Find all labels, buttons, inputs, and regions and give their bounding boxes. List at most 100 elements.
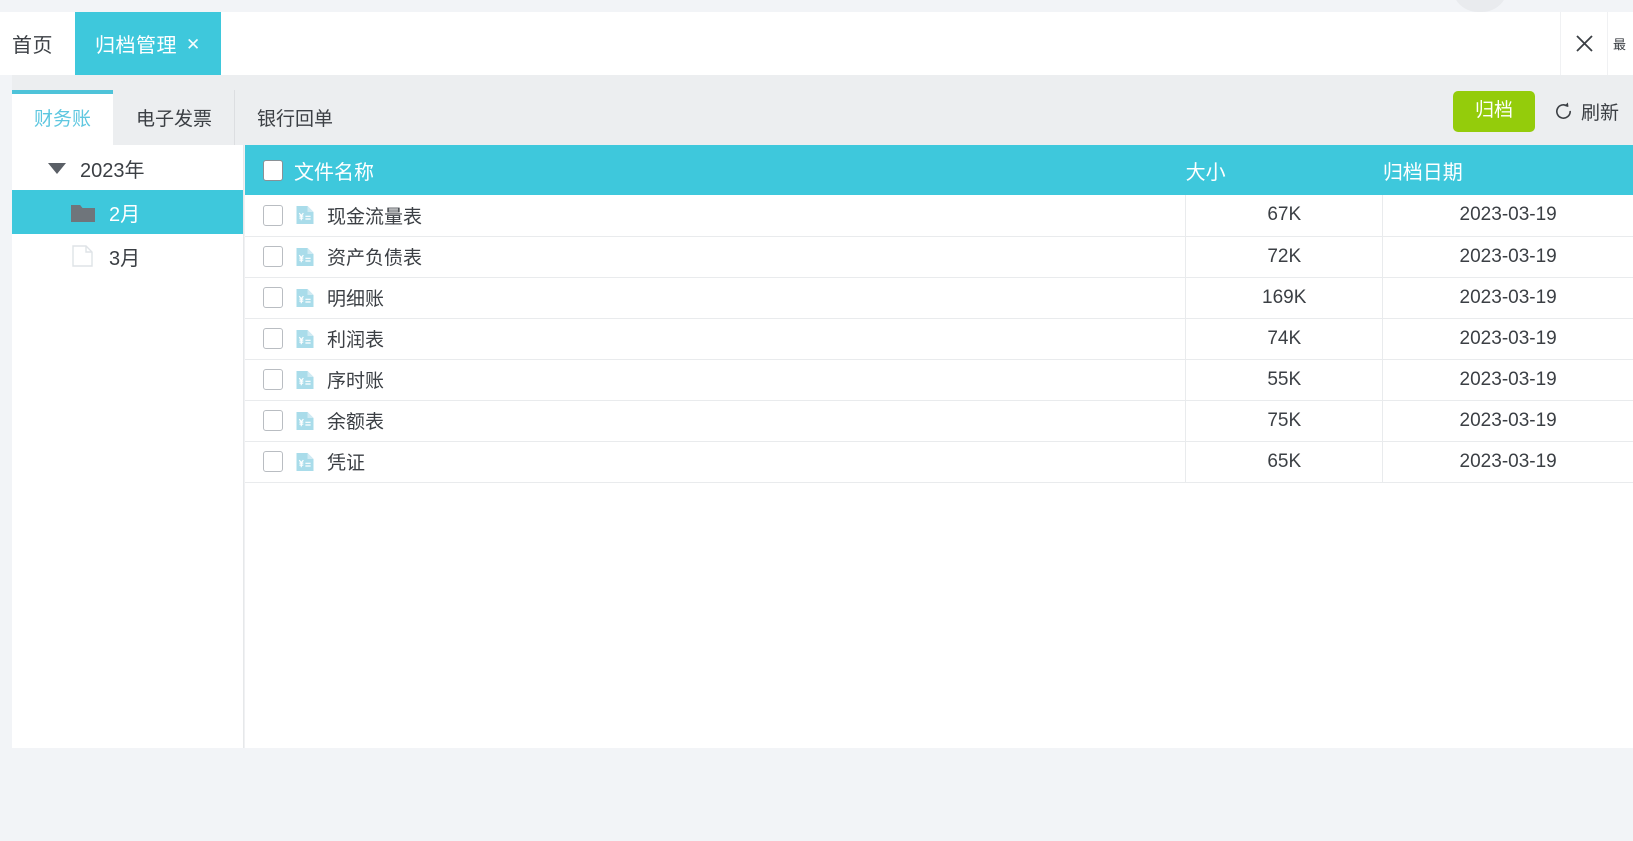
table-row[interactable]: 序时账 55K 2023-03-19 — [245, 359, 1633, 401]
filename-label: 现金流量表 — [327, 206, 423, 228]
date-label: 2023-03-19 — [1459, 409, 1557, 431]
table-row[interactable]: 利润表 74K 2023-03-19 — [245, 318, 1633, 360]
tree-node-year-2023-label: 2023年 — [80, 159, 145, 182]
file-table-body: 现金流量表 67K 2023-03-19 资产负债表 72K 2023-03-19 明细账 1… — [245, 195, 1633, 483]
titlebar-notch — [1452, 0, 1508, 12]
tree-node-month-march-label: 3月 — [109, 247, 141, 270]
tab-e-invoice[interactable]: 电子发票 — [114, 90, 236, 145]
cell-size: 169K — [1185, 277, 1383, 319]
close-icon[interactable]: ✕ — [186, 35, 201, 54]
table-header-row: 文件名称 大小 归档日期 — [245, 145, 1633, 195]
file-table-container: 文件名称 大小 归档日期 现金流量表 67K 2023-03-19 资产负债表 72K 2… — [244, 145, 1633, 823]
cell-date: 2023-03-19 — [1382, 195, 1633, 237]
row-checkbox[interactable] — [263, 246, 283, 267]
yuan-doc-icon — [296, 288, 314, 307]
size-label: 72K — [1267, 245, 1302, 267]
tree-node-year-2023[interactable]: 2023年 — [12, 146, 243, 190]
tab-archive-management[interactable]: 归档管理 ✕ — [75, 12, 221, 75]
cell-size: 55K — [1185, 359, 1383, 401]
file-icon — [72, 245, 93, 267]
archive-button[interactable]: 归档 — [1452, 91, 1535, 132]
tab-financial-books[interactable]: 财务账 — [12, 90, 115, 145]
cell-size: 74K — [1185, 318, 1383, 360]
cell-size: 72K — [1185, 236, 1383, 278]
column-header-size-label: 大小 — [1185, 161, 1226, 184]
tab-strip-spacer — [221, 12, 1560, 75]
yuan-doc-icon — [296, 329, 314, 348]
table-row[interactable]: 凭证 65K 2023-03-19 — [245, 441, 1633, 483]
cell-filename[interactable]: 凭证 — [245, 441, 1186, 483]
table-row[interactable]: 余额表 75K 2023-03-19 — [245, 400, 1633, 442]
cell-date: 2023-03-19 — [1382, 359, 1633, 401]
column-header-size[interactable]: 大小 — [1185, 145, 1383, 195]
yuan-doc-icon — [296, 206, 314, 225]
table-row[interactable]: 资产负债表 72K 2023-03-19 — [245, 236, 1633, 278]
filename-label: 明细账 — [327, 289, 385, 310]
size-label: 67K — [1267, 204, 1302, 226]
tree-node-month-february[interactable]: 2月 — [12, 190, 243, 234]
tab-home[interactable]: 首页 — [0, 12, 75, 75]
tab-e-invoice-label: 电子发票 — [136, 109, 213, 130]
date-label: 2023-03-19 — [1459, 368, 1557, 390]
size-label: 74K — [1267, 327, 1302, 349]
column-header-date-label: 归档日期 — [1382, 161, 1463, 184]
row-checkbox[interactable] — [263, 328, 283, 349]
file-table: 文件名称 大小 归档日期 现金流量表 67K 2023-03-19 资产负债表 72K 2… — [245, 145, 1633, 483]
window-close-button[interactable] — [1560, 12, 1607, 75]
window-extra-label: 最 — [1613, 37, 1627, 52]
date-label: 2023-03-19 — [1459, 327, 1557, 349]
window-extra-button[interactable]: 最 — [1607, 12, 1633, 75]
yuan-doc-icon — [296, 452, 314, 471]
yuan-doc-icon — [296, 411, 314, 430]
yuan-doc-icon — [296, 370, 314, 389]
row-checkbox[interactable] — [263, 287, 283, 308]
yuan-doc-icon — [296, 247, 314, 266]
tab-bank-receipt[interactable]: 银行回单 — [235, 90, 355, 145]
row-checkbox[interactable] — [263, 451, 283, 472]
date-label: 2023-03-19 — [1459, 204, 1557, 226]
table-row[interactable]: 明细账 169K 2023-03-19 — [245, 277, 1633, 319]
row-checkbox[interactable] — [263, 410, 283, 431]
date-label: 2023-03-19 — [1459, 450, 1557, 472]
toolbar: 归档 刷新 — [1452, 91, 1625, 132]
module-tab-bar: 财务账 电子发票 银行回单 归档 刷新 — [12, 75, 1633, 145]
cell-date: 2023-03-19 — [1382, 441, 1633, 483]
tab-home-label: 首页 — [12, 35, 53, 57]
tab-archive-management-label: 归档管理 — [95, 35, 177, 57]
tab-financial-books-label: 财务账 — [34, 109, 92, 130]
cell-size: 67K — [1185, 195, 1383, 237]
page-footer-area — [0, 748, 1633, 841]
tab-strip: 首页 归档管理 ✕ 最 — [0, 12, 1633, 75]
table-row[interactable]: 现金流量表 67K 2023-03-19 — [245, 195, 1633, 237]
cell-filename[interactable]: 余额表 — [245, 400, 1186, 442]
date-label: 2023-03-19 — [1459, 286, 1557, 308]
close-icon — [1575, 35, 1593, 52]
file-table-header: 文件名称 大小 归档日期 — [245, 145, 1633, 195]
tab-bank-receipt-label: 银行回单 — [257, 109, 334, 130]
cell-filename[interactable]: 明细账 — [245, 277, 1186, 319]
workspace: 财务账 电子发票 银行回单 归档 刷新 — [0, 75, 1633, 841]
cell-filename[interactable]: 利润表 — [245, 318, 1186, 360]
cell-filename[interactable]: 现金流量表 — [245, 195, 1186, 237]
caret-down-icon[interactable] — [48, 162, 66, 174]
filename-label: 资产负债表 — [327, 248, 423, 269]
date-label: 2023-03-19 — [1459, 245, 1557, 267]
refresh-button[interactable]: 刷新 — [1553, 98, 1625, 125]
select-all-checkbox[interactable] — [263, 159, 283, 181]
cell-filename[interactable]: 序时账 — [245, 359, 1186, 401]
refresh-icon — [1556, 102, 1571, 119]
column-header-date[interactable]: 归档日期 — [1382, 145, 1633, 195]
tree-node-month-march[interactable]: 3月 — [12, 234, 243, 278]
row-checkbox[interactable] — [263, 369, 283, 390]
folder-icon — [71, 205, 95, 222]
cell-date: 2023-03-19 — [1382, 277, 1633, 319]
cell-date: 2023-03-19 — [1382, 400, 1633, 442]
content-panel: 2023年 2月 3月 — [12, 145, 1633, 823]
column-header-filename-label: 文件名称 — [294, 161, 374, 184]
size-label: 169K — [1262, 286, 1307, 308]
module-tab-bar-filler — [355, 90, 1633, 145]
cell-filename[interactable]: 资产负债表 — [245, 236, 1186, 278]
row-checkbox[interactable] — [263, 204, 283, 226]
column-header-filename[interactable]: 文件名称 — [245, 145, 1186, 195]
